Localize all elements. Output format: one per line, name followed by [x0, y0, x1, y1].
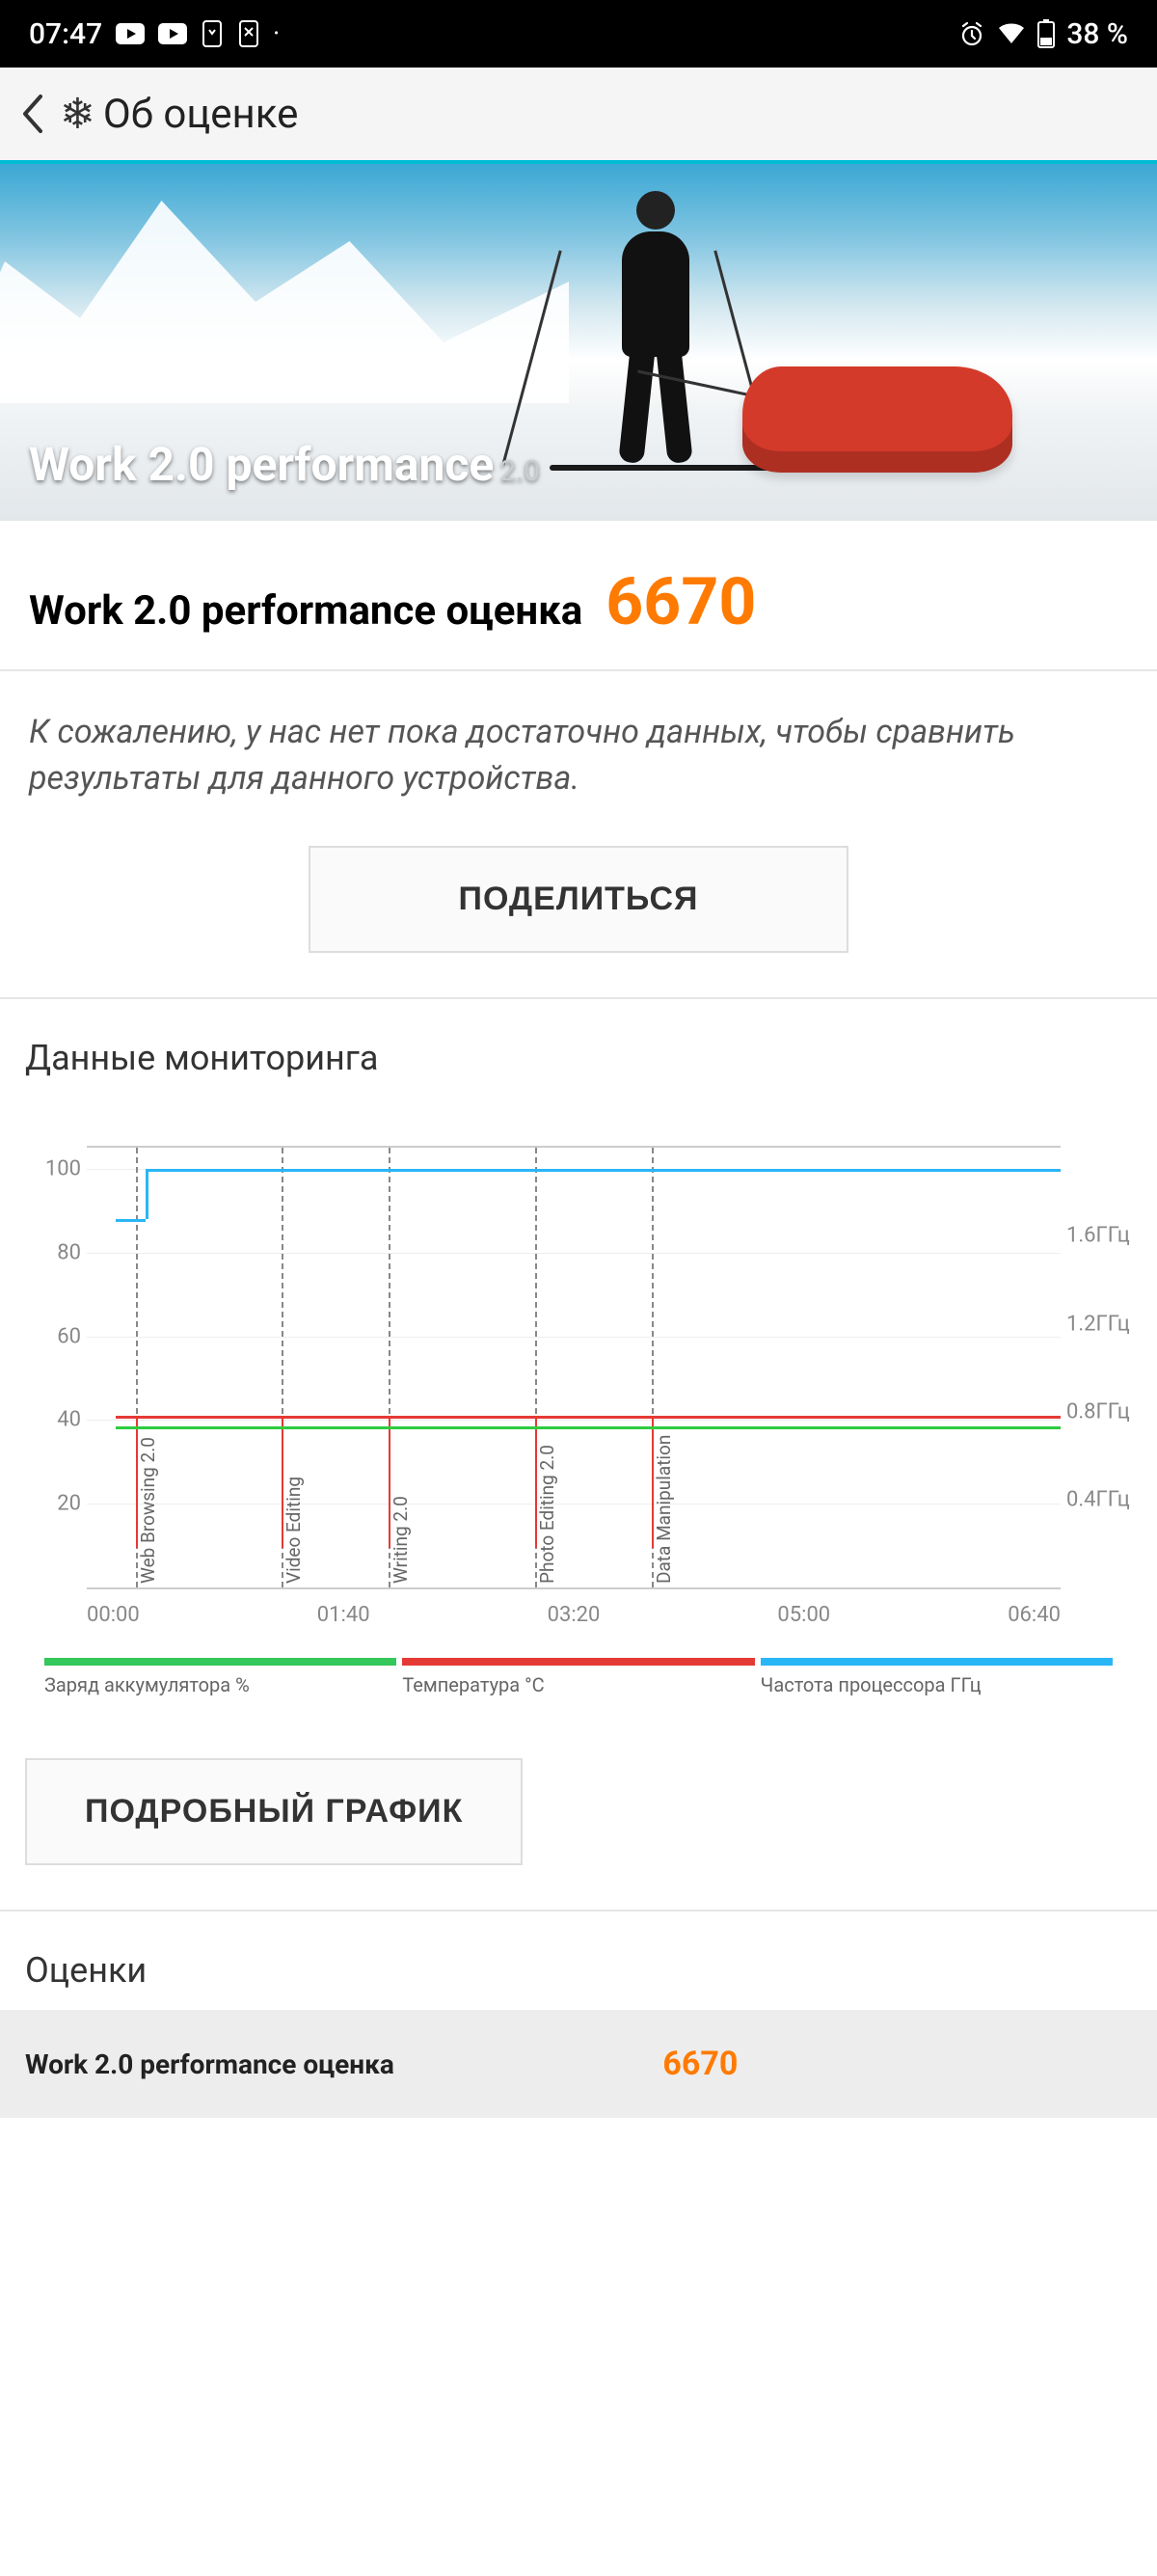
android-status-bar: 07:47 • 38 % — [0, 0, 1157, 68]
monitoring-chart: 204060801000.4ГГц0.8ГГц1.2ГГц1.6ГГцWeb B… — [0, 1098, 1157, 1714]
back-button[interactable] — [10, 85, 56, 143]
legend-cpu: Частота процессора ГГц — [761, 1658, 1113, 1696]
battery-icon — [1037, 19, 1055, 48]
skier-graphic — [578, 183, 733, 482]
app-icon — [237, 20, 260, 47]
score-row: Work 2.0 performance оценка 6670 — [0, 2010, 1157, 2118]
scores-title: Оценки — [0, 1912, 1157, 2010]
chart-legend: Заряд аккумулятора % Температура °C Част… — [44, 1658, 1113, 1696]
score-value: 6670 — [605, 563, 756, 640]
app-icon — [201, 20, 224, 47]
app-bar: ❄ Об оценке — [0, 68, 1157, 164]
score-label: Work 2.0 performance оценка — [29, 587, 582, 635]
hero-banner: Work 2.0 performance2.0 — [0, 164, 1157, 521]
battery-percent: 38 % — [1066, 17, 1128, 51]
monitoring-title: Данные мониторинга — [0, 999, 1157, 1098]
sled-graphic — [742, 366, 1012, 473]
share-button[interactable]: ПОДЕЛИТЬСЯ — [309, 846, 848, 953]
more-dot-icon: • — [274, 26, 279, 41]
score-row-label: Work 2.0 performance оценка — [25, 2048, 633, 2080]
snowflake-icon: ❄ — [60, 89, 95, 139]
comparison-note: К сожалению, у нас нет пока достаточно д… — [0, 671, 1157, 840]
legend-temperature: Температура °C — [402, 1658, 754, 1696]
youtube-icon — [158, 23, 187, 44]
score-row-value: 6670 — [662, 2045, 738, 2083]
alarm-icon — [958, 20, 985, 47]
status-time: 07:47 — [29, 17, 102, 51]
page-title: Об оценке — [103, 91, 299, 138]
score-summary: Work 2.0 performance оценка 6670 — [0, 521, 1157, 669]
detailed-chart-button[interactable]: ПОДРОБНЫЙ ГРАФИК — [25, 1758, 523, 1865]
youtube-icon — [116, 23, 145, 44]
status-right: 38 % — [958, 17, 1128, 51]
wifi-icon — [997, 22, 1026, 45]
legend-battery: Заряд аккумулятора % — [44, 1658, 396, 1696]
hero-title: Work 2.0 performance2.0 — [29, 437, 540, 492]
status-left: 07:47 • — [29, 17, 279, 51]
